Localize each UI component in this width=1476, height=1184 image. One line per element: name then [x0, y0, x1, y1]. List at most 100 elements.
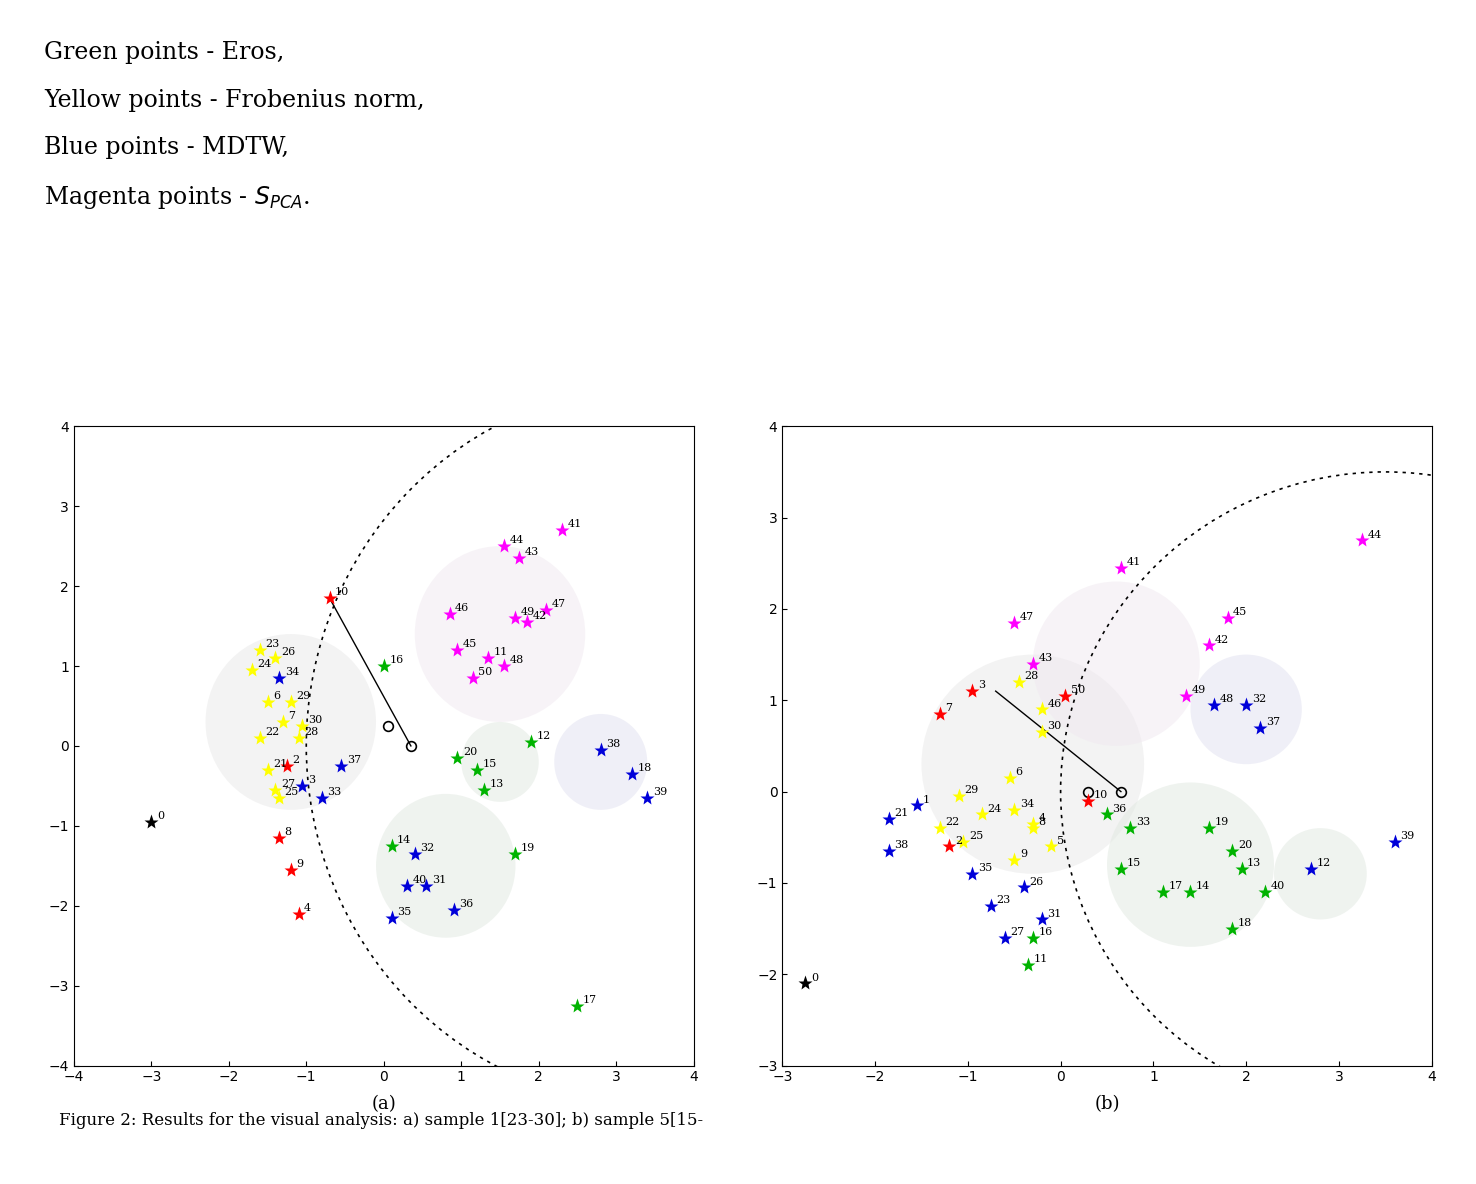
Circle shape — [1191, 655, 1302, 764]
Circle shape — [376, 793, 515, 938]
Text: 42: 42 — [1215, 635, 1230, 644]
Text: Magenta points - $S_{PCA}$.: Magenta points - $S_{PCA}$. — [44, 184, 310, 211]
Text: 7: 7 — [946, 703, 952, 713]
Text: 8: 8 — [285, 828, 292, 837]
Text: 27: 27 — [280, 779, 295, 789]
Text: 45: 45 — [463, 639, 477, 649]
Text: 0: 0 — [810, 972, 818, 983]
Text: 25: 25 — [968, 831, 983, 841]
Text: 47: 47 — [1020, 612, 1033, 622]
Text: 11: 11 — [1033, 954, 1048, 964]
Text: 41: 41 — [568, 520, 582, 529]
Text: 5: 5 — [1057, 836, 1064, 845]
Text: 19: 19 — [1215, 817, 1230, 828]
Text: 13: 13 — [1247, 858, 1262, 868]
Text: 50: 50 — [478, 668, 493, 677]
Text: 39: 39 — [1401, 831, 1414, 841]
Text: 16: 16 — [390, 655, 403, 665]
Text: 0: 0 — [156, 811, 164, 821]
Text: Green points - Eros,: Green points - Eros, — [44, 41, 285, 64]
Text: 17: 17 — [1168, 881, 1182, 892]
Text: 44: 44 — [1368, 529, 1382, 540]
Text: 21: 21 — [894, 809, 909, 818]
Text: 24: 24 — [258, 659, 272, 669]
Text: 31: 31 — [1048, 908, 1061, 919]
Text: 48: 48 — [1219, 694, 1234, 704]
Text: 19: 19 — [521, 843, 536, 852]
Text: 42: 42 — [533, 611, 548, 622]
Text: 33: 33 — [1135, 817, 1150, 828]
Text: 6: 6 — [273, 691, 280, 701]
Text: 18: 18 — [638, 764, 651, 773]
Text: 9: 9 — [1020, 849, 1027, 860]
Text: 26: 26 — [280, 648, 295, 657]
Text: 38: 38 — [607, 739, 620, 749]
Text: 4: 4 — [1038, 812, 1045, 823]
Text: 20: 20 — [1238, 841, 1252, 850]
Text: 23: 23 — [996, 895, 1011, 905]
Text: 10: 10 — [1094, 790, 1108, 800]
Text: 9: 9 — [297, 860, 304, 869]
Text: 35: 35 — [397, 907, 412, 916]
Circle shape — [1274, 828, 1367, 920]
Text: 14: 14 — [397, 835, 412, 845]
Text: 21: 21 — [273, 759, 288, 770]
Text: 39: 39 — [652, 787, 667, 797]
Circle shape — [205, 633, 376, 810]
Text: 10: 10 — [335, 587, 350, 597]
Text: 13: 13 — [490, 779, 505, 789]
Text: 34: 34 — [285, 668, 300, 677]
Circle shape — [415, 546, 584, 722]
Text: 34: 34 — [1020, 799, 1035, 809]
Circle shape — [1107, 783, 1274, 947]
Text: Blue points - MDTW,: Blue points - MDTW, — [44, 136, 289, 159]
Text: 36: 36 — [1113, 804, 1126, 813]
Text: 47: 47 — [552, 599, 567, 610]
Text: 30: 30 — [308, 715, 322, 725]
Text: 30: 30 — [1048, 721, 1061, 732]
Text: 26: 26 — [1029, 876, 1044, 887]
Text: 2: 2 — [292, 755, 300, 765]
Text: 38: 38 — [894, 841, 909, 850]
Text: 1: 1 — [922, 794, 930, 804]
Text: 11: 11 — [494, 648, 508, 657]
Text: 37: 37 — [347, 755, 360, 765]
Text: 3: 3 — [979, 681, 984, 690]
Text: 29: 29 — [297, 691, 310, 701]
Text: 8: 8 — [1038, 817, 1045, 828]
Text: Yellow points - Frobenius norm,: Yellow points - Frobenius norm, — [44, 89, 425, 111]
Text: 46: 46 — [1048, 699, 1061, 708]
Circle shape — [461, 722, 539, 802]
X-axis label: (b): (b) — [1094, 1095, 1120, 1114]
Text: 14: 14 — [1196, 881, 1210, 892]
Text: 27: 27 — [1011, 927, 1024, 937]
Text: 15: 15 — [1126, 858, 1141, 868]
Circle shape — [921, 655, 1144, 874]
Text: 12: 12 — [537, 732, 551, 741]
Text: 3: 3 — [308, 776, 314, 785]
Text: 18: 18 — [1238, 918, 1252, 928]
Text: 7: 7 — [289, 712, 295, 721]
Text: 29: 29 — [964, 785, 979, 796]
Text: Figure 2: Results for the visual analysis: a) sample 1[23-30]; b) sample 5[15-: Figure 2: Results for the visual analysi… — [59, 1112, 703, 1128]
Circle shape — [554, 714, 646, 810]
Text: 40: 40 — [413, 875, 427, 884]
Text: 23: 23 — [266, 639, 279, 649]
Text: 6: 6 — [1015, 767, 1023, 777]
Text: 33: 33 — [328, 787, 341, 797]
Text: 40: 40 — [1271, 881, 1284, 892]
Text: 32: 32 — [1252, 694, 1266, 704]
Text: 46: 46 — [455, 604, 469, 613]
Text: 22: 22 — [266, 727, 279, 738]
Text: 4: 4 — [304, 903, 311, 913]
Text: 44: 44 — [509, 535, 524, 546]
Text: 49: 49 — [521, 607, 536, 617]
Text: 17: 17 — [583, 995, 598, 1005]
X-axis label: (a): (a) — [372, 1095, 396, 1114]
Text: 36: 36 — [459, 899, 474, 909]
Text: 15: 15 — [483, 759, 496, 770]
Text: 12: 12 — [1317, 858, 1331, 868]
Text: 32: 32 — [421, 843, 434, 852]
Text: 28: 28 — [1024, 671, 1039, 681]
Text: 43: 43 — [525, 547, 539, 558]
